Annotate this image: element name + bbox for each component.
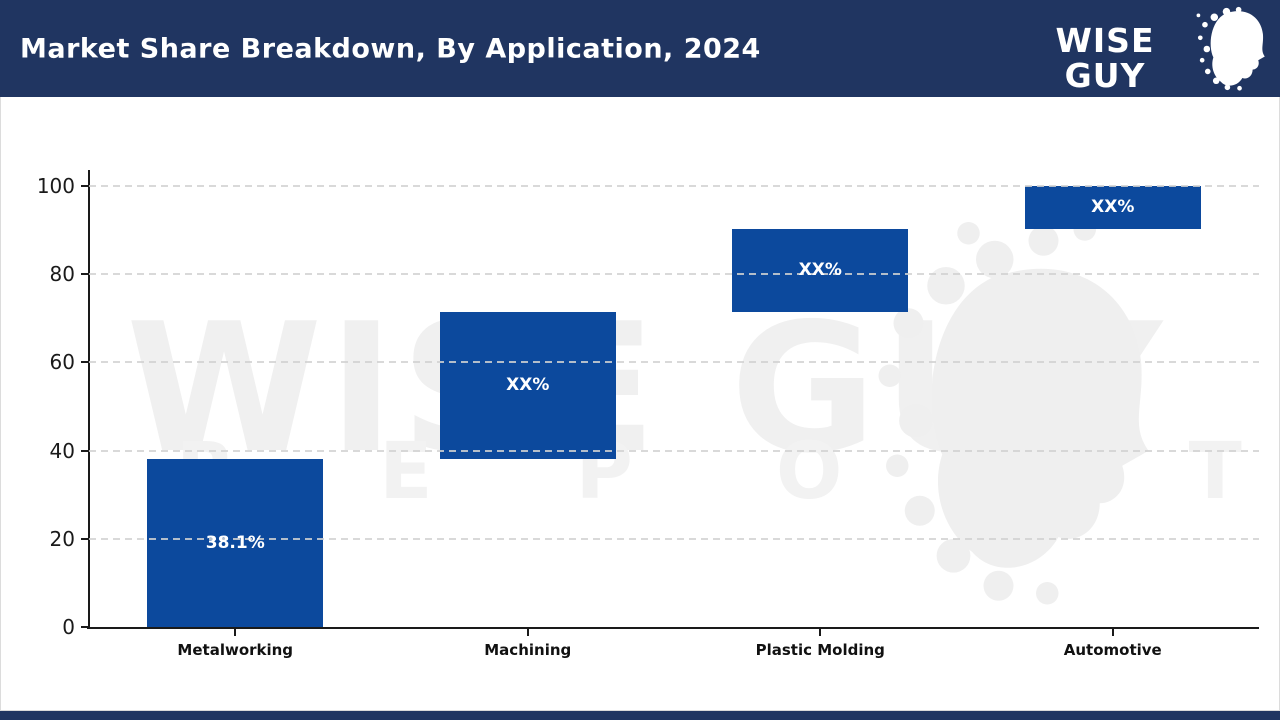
- header-banner: Market Share Breakdown, By Application, …: [0, 0, 1280, 109]
- x-tick-label: Automotive: [1063, 641, 1162, 659]
- bar-metalworking: [147, 458, 324, 627]
- x-tick-label: Plastic Molding: [755, 641, 885, 659]
- watermark-head-dots-icon: [872, 218, 1149, 605]
- gridline-60: [89, 361, 1259, 364]
- brand-logo: WISE GUY R E P O R T S: [1014, 0, 1274, 109]
- y-tick-mark: [81, 537, 89, 540]
- x-tick-label: Metalworking: [177, 641, 294, 659]
- footer-bar: [0, 711, 1280, 720]
- y-tick-label: 40: [49, 438, 75, 463]
- logo-head-dots-icon: [1196, 6, 1265, 91]
- x-tick-label: Machining: [484, 641, 572, 659]
- bar-value-label: 38.1%: [205, 532, 265, 553]
- x-tick-mark: [234, 629, 237, 636]
- gridline-100: [89, 185, 1259, 187]
- page-title: Market Share Breakdown, By Application, …: [20, 33, 761, 64]
- y-tick-label: 20: [49, 526, 75, 551]
- y-tick-label: 60: [49, 350, 75, 375]
- y-tick-label: 100: [36, 174, 75, 198]
- y-tick-mark: [81, 626, 89, 628]
- y-tick-mark: [81, 273, 89, 276]
- y-axis-line: [88, 170, 90, 629]
- y-tick-label: 0: [62, 615, 75, 639]
- bar-value-label: XX%: [798, 260, 842, 281]
- x-tick-mark: [819, 629, 822, 636]
- chart-area: WISE GUY R E P O R T S 02040608010038.1%…: [0, 97, 1280, 711]
- bar-machining: [439, 312, 616, 459]
- bar-value-label: XX%: [1091, 197, 1135, 217]
- bar-plastic-molding: [732, 229, 909, 313]
- gridline-20: [89, 537, 1259, 540]
- gridline-40: [89, 449, 1259, 452]
- y-tick-mark: [81, 361, 89, 364]
- bar-automotive: [1024, 186, 1201, 230]
- bar-value-label: XX%: [506, 375, 550, 396]
- gridline-80: [89, 273, 1259, 276]
- waterfall-chart: 0 20 40 60 80 100 38.1% Metalworking XX% Machinin…: [1, 97, 1279, 710]
- x-tick-mark: [1111, 629, 1114, 636]
- y-tick-mark: [81, 449, 89, 452]
- y-tick-label: 80: [49, 262, 75, 287]
- x-axis-line: [87, 627, 1259, 629]
- logo-wordmark-line1: WISE GUY: [1055, 21, 1155, 95]
- x-tick-mark: [526, 629, 529, 636]
- y-tick-mark: [81, 185, 89, 187]
